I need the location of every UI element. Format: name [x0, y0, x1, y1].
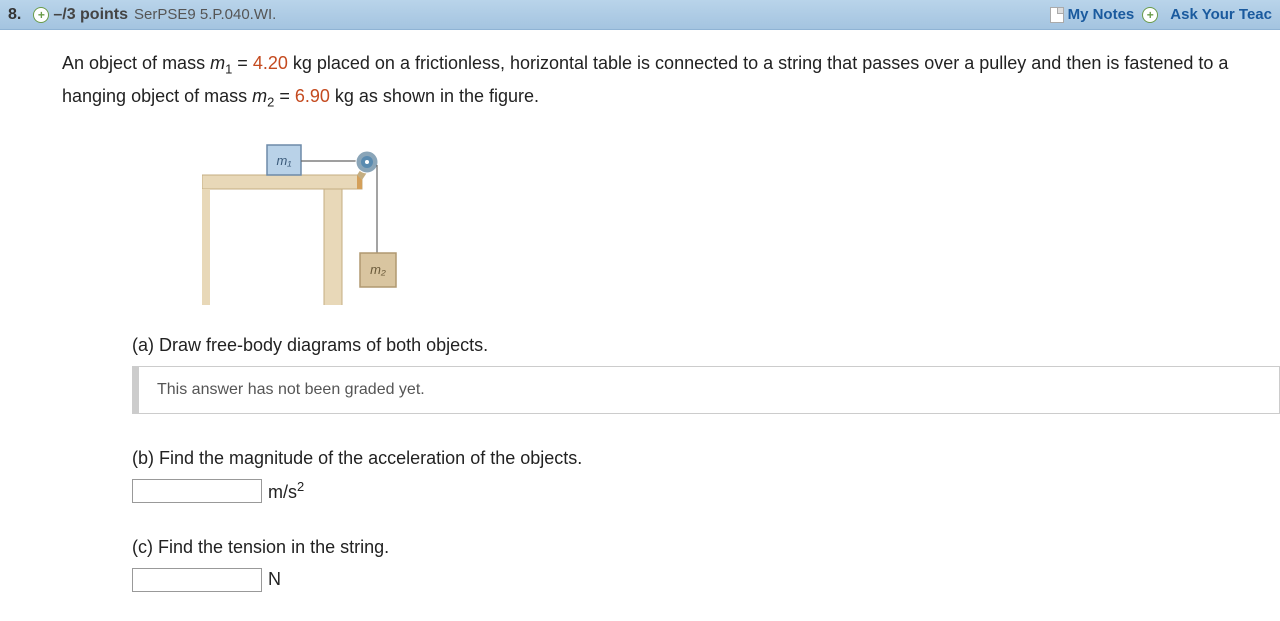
- part-c: (c) Find the tension in the string. N: [132, 537, 1280, 592]
- grading-status: This answer has not been graded yet.: [132, 366, 1280, 414]
- question-content: An object of mass m1 = 4.20 kg placed on…: [0, 30, 1280, 610]
- part-b: (b) Find the magnitude of the accelerati…: [132, 448, 1280, 503]
- problem-statement: An object of mass m1 = 4.20 kg placed on…: [62, 48, 1280, 115]
- source-label: SerPSE9 5.P.040.WI.: [134, 6, 276, 23]
- part-a: (a) Draw free-body diagrams of both obje…: [132, 335, 1280, 414]
- svg-text:m₁: m₁: [277, 153, 292, 168]
- pulley-diagram: m₁ m₂: [202, 135, 422, 305]
- figure: m₁ m₂: [202, 135, 1280, 305]
- divider: +: [1142, 7, 1162, 23]
- part-b-input[interactable]: [132, 479, 262, 503]
- part-c-unit: N: [268, 569, 281, 590]
- part-c-label: (c) Find the tension in the string.: [132, 537, 1280, 558]
- question-number: 8.: [8, 6, 21, 24]
- question-header: 8. + –/3 points SerPSE9 5.P.040.WI. My N…: [0, 0, 1280, 30]
- part-b-unit: m/s2: [268, 479, 304, 503]
- plus-icon: +: [1142, 7, 1158, 23]
- part-a-label: (a) Draw free-body diagrams of both obje…: [132, 335, 1280, 356]
- part-b-label: (b) Find the magnitude of the accelerati…: [132, 448, 1280, 469]
- svg-text:m₂: m₂: [370, 262, 386, 277]
- part-c-input[interactable]: [132, 568, 262, 592]
- note-icon: [1050, 7, 1064, 23]
- ask-teacher-link[interactable]: Ask Your Teac: [1170, 6, 1272, 23]
- my-notes-link[interactable]: My Notes: [1068, 6, 1135, 23]
- parts: (a) Draw free-body diagrams of both obje…: [132, 335, 1280, 592]
- points-label: –/3 points: [53, 6, 128, 24]
- plus-icon[interactable]: +: [33, 7, 49, 23]
